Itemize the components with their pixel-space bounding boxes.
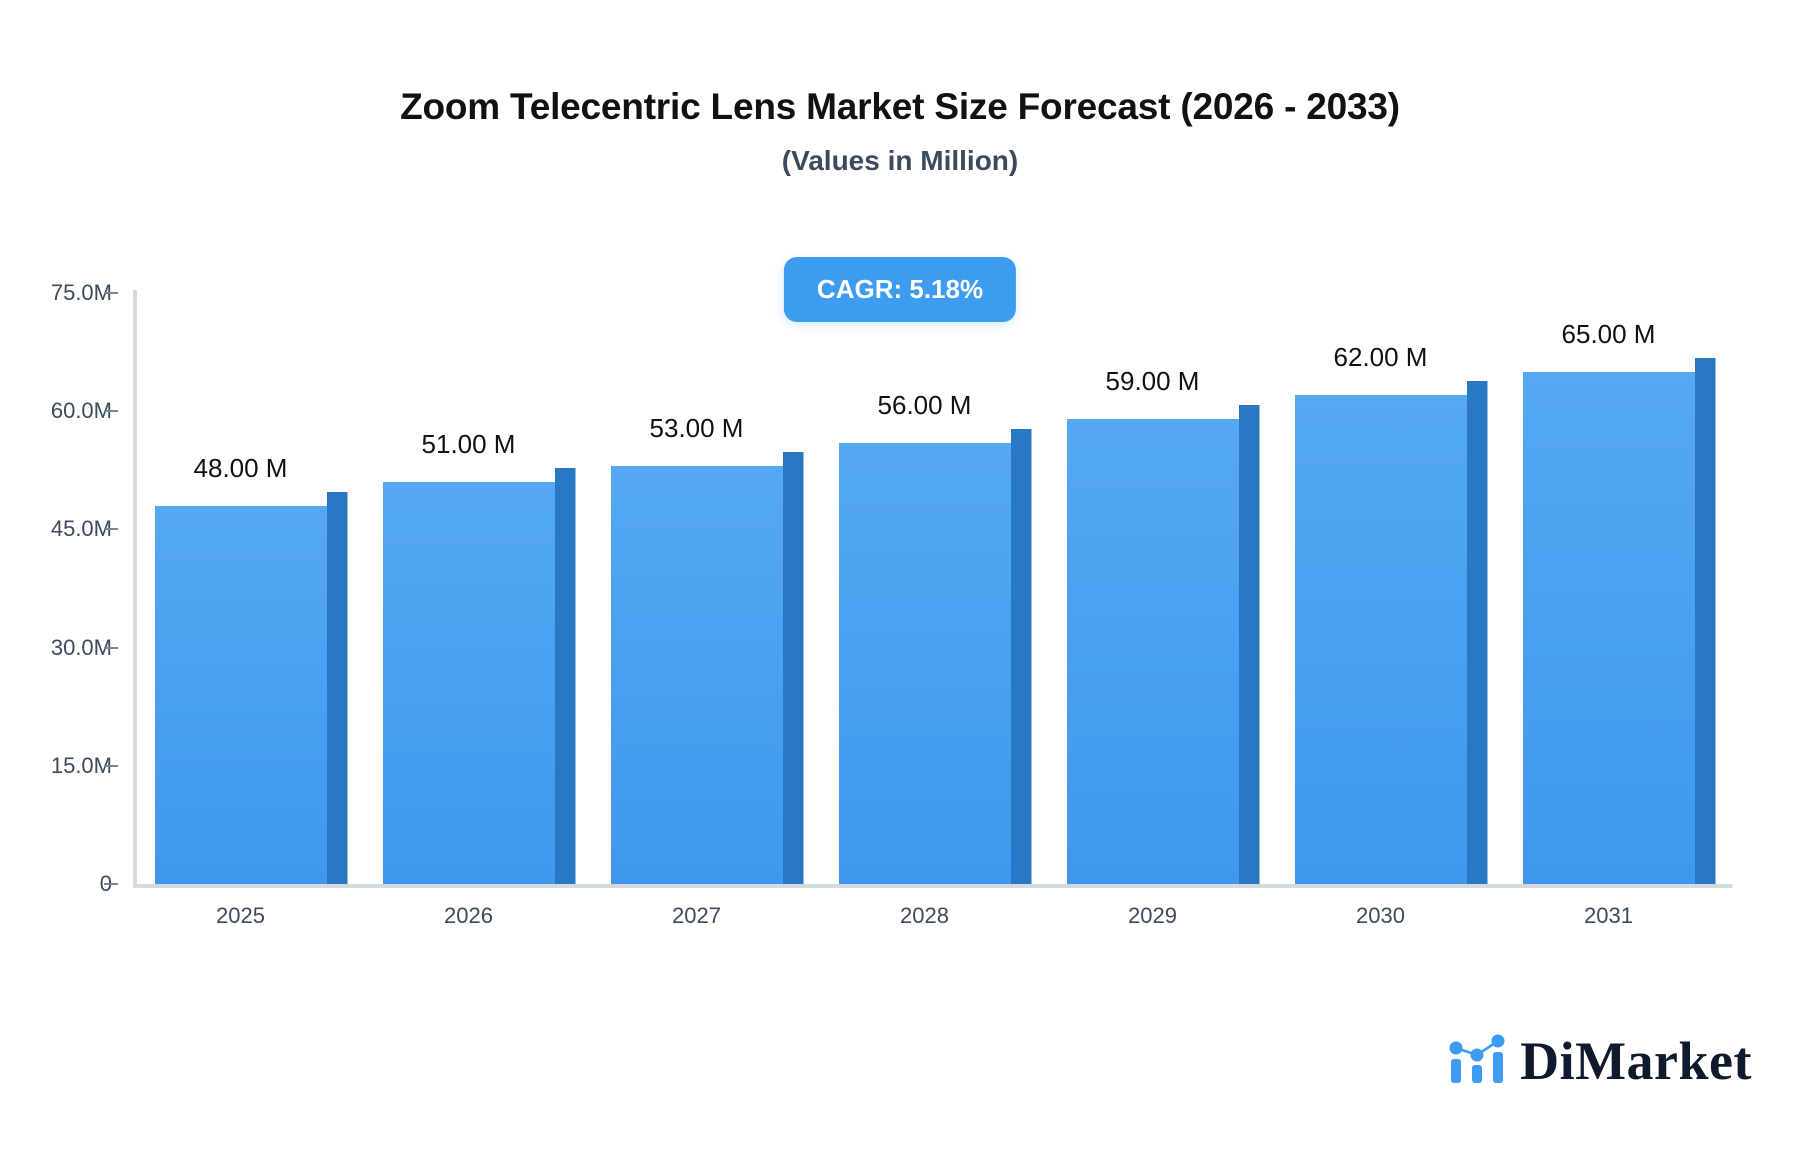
x-axis-tick-label: 2031 [1584,903,1633,928]
y-axis-line [133,290,137,888]
bar-column[interactable]: 59.00 M [1066,366,1260,884]
bar-column[interactable]: 51.00 M [382,429,576,884]
y-axis-tick-mark [104,292,118,294]
x-axis-tick-label: 2027 [672,903,721,928]
y-axis-tick-label: 30.0M [50,634,112,660]
y-axis-tick-label: 75.0M [50,280,112,305]
bar-value-label: 62.00 M [1333,342,1428,373]
bar-front-face [154,505,327,884]
bar-value-label: 51.00 M [421,429,516,460]
title-block: Zoom Telecentric Lens Market Size Foreca… [0,86,1800,177]
y-axis-tick-mark [104,646,118,649]
bar-value-label: 59.00 M [1105,366,1200,397]
y-axis-tick-label: 15.0M [50,752,112,778]
bar-value-label: 53.00 M [649,413,744,444]
bar-front-face [1522,371,1695,884]
bar-front-face [1066,419,1239,884]
bar-side-face [1466,381,1488,884]
x-axis-tick-label: 2030 [1356,903,1405,928]
x-axis-tick-label: 2028 [900,903,949,928]
y-axis-tick-label: 60.0M [50,398,112,424]
bar-side-face [326,491,348,884]
bar-column[interactable]: 62.00 M [1294,342,1488,884]
y-axis-tick-label: 45.0M [50,516,112,542]
cagr-badge: CAGR: 5.18% [783,257,1017,322]
bar-value-label: 56.00 M [877,389,972,420]
bar-front-face [838,442,1011,884]
x-axis-tick-label: 2025 [216,903,265,928]
dimarket-logo: DiMarket [1448,1032,1752,1089]
chart-subtitle: (Values in Million) [781,144,1019,176]
bar-value-label: 48.00 M [193,452,288,483]
bar-side-face [1010,428,1032,884]
y-axis-tick-mark [104,410,118,413]
bar-front-face [1294,395,1467,884]
bar-chart-dots-icon [1448,1032,1506,1089]
bar-column[interactable]: 48.00 M [154,453,348,884]
bar-column[interactable]: 65.00 M [1522,319,1716,884]
bar-column[interactable]: 56.00 M [838,390,1032,884]
bar-side-face [554,468,576,884]
bar-front-face [382,482,555,884]
bar-value-label: 65.00 M [1561,318,1656,349]
x-axis-tick-label: 2029 [1128,903,1177,928]
y-axis-tick-mark [104,883,118,885]
logo-wordmark: DiMarket [1520,1030,1752,1091]
bar-side-face [1238,405,1260,884]
x-axis-line [133,884,1733,888]
x-axis-tick-label: 2026 [444,903,493,928]
bar-side-face [1694,357,1716,884]
y-axis-tick-mark [104,528,118,531]
bar-column[interactable]: 53.00 M [610,413,804,884]
page-title: Zoom Telecentric Lens Market Size Foreca… [400,86,1400,127]
y-axis-tick-mark [104,764,118,767]
bar-side-face [782,452,804,884]
bar-front-face [610,466,783,884]
